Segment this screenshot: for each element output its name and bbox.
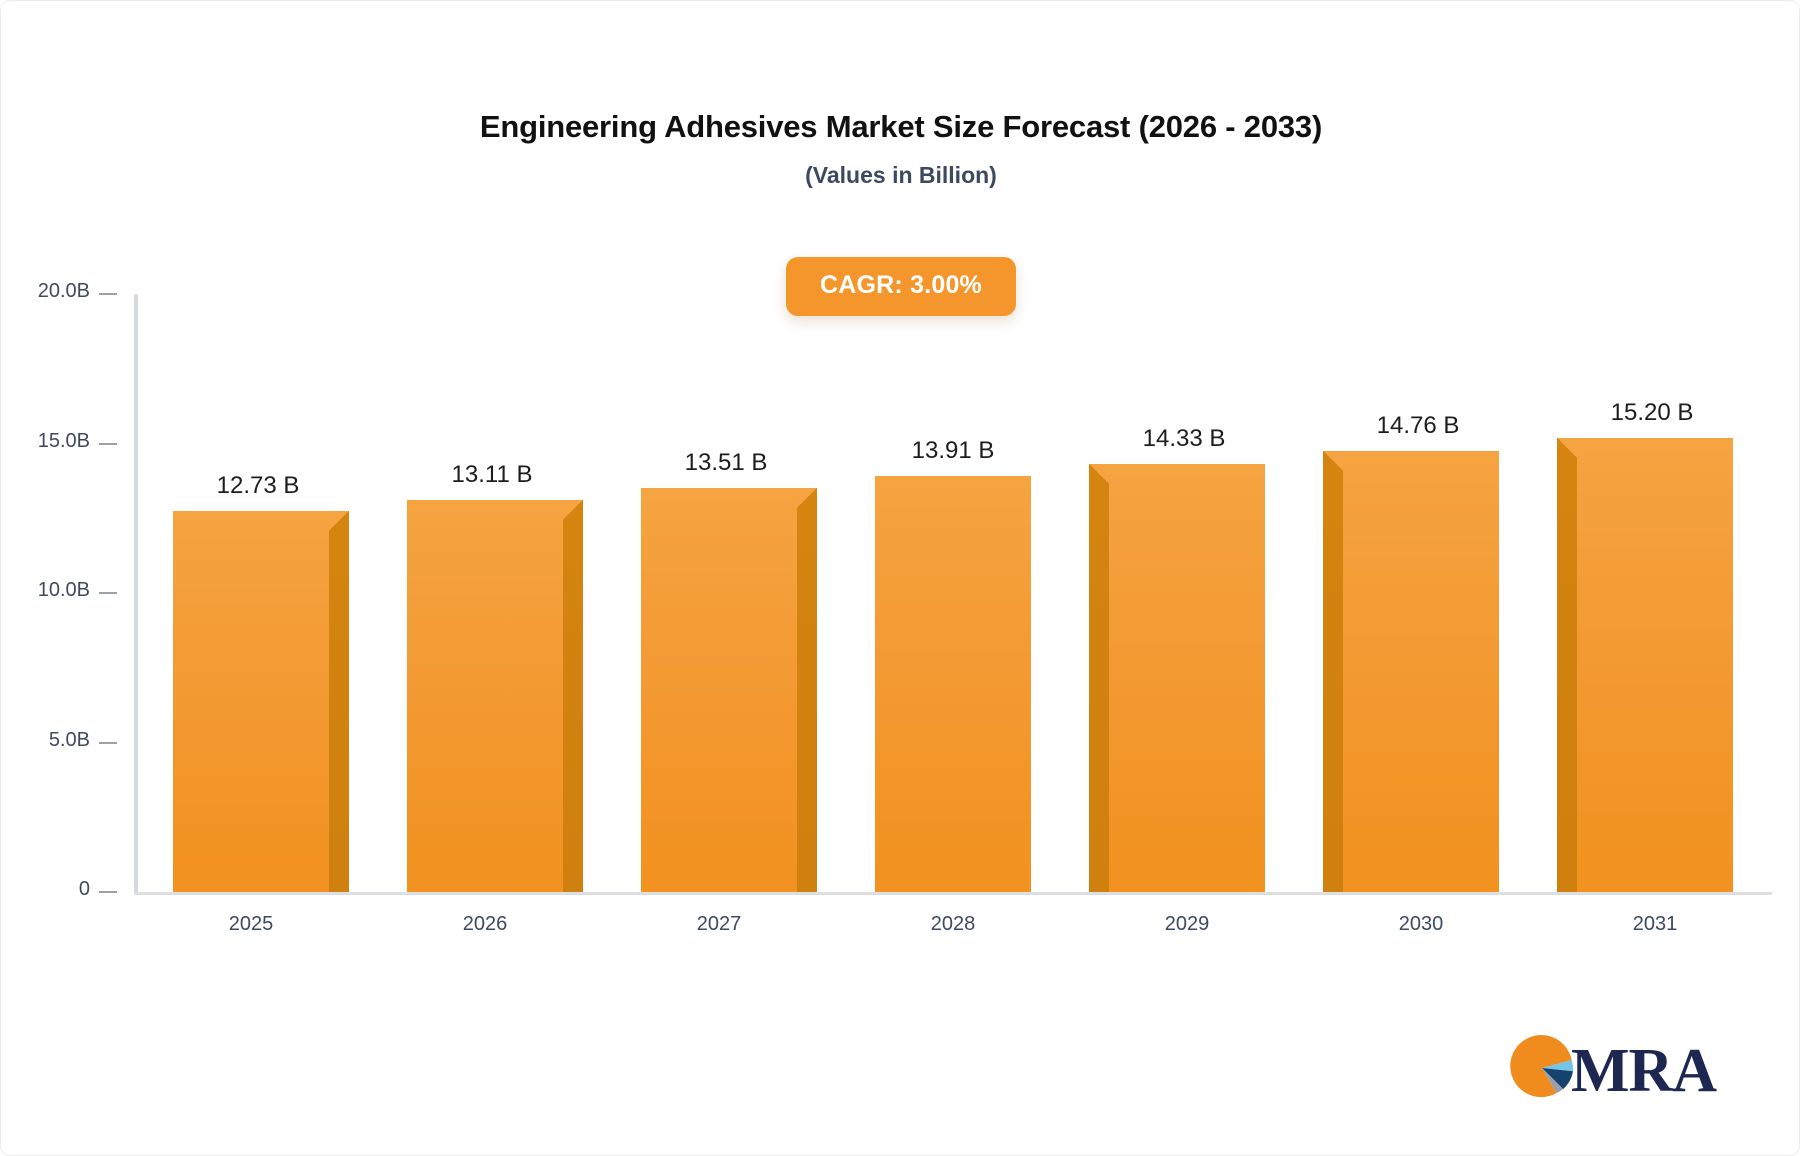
bar-side-face	[797, 508, 817, 892]
y-axis-tick-mark	[99, 442, 117, 445]
bar-top-bevel	[1089, 463, 1109, 484]
bar[interactable]: 14.33 B	[1089, 425, 1265, 892]
bar-front-face	[1109, 463, 1265, 892]
x-axis-spine	[134, 892, 1772, 895]
bar-slot: 15.20 B	[1557, 294, 1733, 892]
bar-value-label: 13.11 B	[451, 461, 533, 489]
bar[interactable]: 14.76 B	[1323, 412, 1499, 892]
cagr-badge-container: CAGR: 3.00%	[1, 257, 1799, 316]
bar-slot: 14.76 B	[1323, 294, 1499, 892]
bar-slot: 13.91 B	[875, 294, 1031, 892]
pie-chart-mark-icon	[1509, 1035, 1575, 1106]
bar[interactable]: 12.73 B	[173, 472, 349, 892]
x-axis-tick-label: 2025	[228, 913, 274, 935]
chart-subtitle: (Values in Billion)	[805, 161, 997, 188]
bar[interactable]: 13.11 B	[407, 461, 583, 892]
brand-logo: MRA	[1509, 1035, 1717, 1106]
bar-top-bevel	[329, 511, 349, 532]
bar[interactable]: 13.51 B	[641, 449, 817, 892]
x-axis-tick-label: 2027	[696, 913, 742, 935]
bar-slot: 13.11 B	[407, 294, 583, 892]
bar[interactable]: 13.91 B	[875, 437, 1031, 892]
bar[interactable]: 15.20 B	[1557, 399, 1733, 892]
logo-wordmark: MRA	[1571, 1036, 1717, 1105]
y-axis-tick-label: 20.0B	[37, 280, 90, 302]
bar-slot: 13.51 B	[641, 294, 817, 892]
x-axis-tick-label: 2026	[462, 913, 508, 935]
y-axis-tick-label: 0	[78, 878, 90, 900]
bar-side-face	[1557, 457, 1577, 892]
x-axis-tick-label: 2030	[1398, 913, 1444, 935]
y-axis-tick-mark	[99, 592, 117, 594]
bar-top-bevel	[797, 488, 817, 509]
bar-top-bevel	[1557, 437, 1577, 458]
bar-side-face	[329, 531, 349, 892]
bar-side-face	[1089, 483, 1109, 892]
bar-front-face	[641, 488, 797, 892]
y-axis-tick-mark	[99, 741, 117, 744]
x-axis-tick-label: 2028	[930, 913, 976, 935]
bar-side-face	[1323, 470, 1343, 892]
bar-front-face	[875, 476, 1031, 892]
y-axis-tick-mark	[99, 293, 117, 295]
bar-slot: 12.73 B	[173, 294, 349, 892]
bar-value-label: 12.73 B	[216, 472, 300, 500]
bar-value-label: 14.76 B	[1376, 411, 1460, 439]
cagr-badge[interactable]: CAGR: 3.00%	[786, 257, 1016, 316]
bar-front-face	[1577, 437, 1733, 892]
bar-front-face	[407, 500, 563, 892]
bar-value-label: 13.91 B	[911, 437, 995, 465]
x-axis-tick-label: 2029	[1164, 913, 1210, 935]
bar-top-bevel	[563, 500, 583, 521]
bar-front-face	[1343, 450, 1499, 892]
y-axis-tick-label: 15.0B	[37, 429, 90, 452]
bar-value-label: 15.20 B	[1610, 398, 1694, 426]
bar-series: 12.73 B 13.11 B 13.51 B 13.91 B 14.33 B 14.76…	[134, 294, 1772, 892]
bar-side-face	[563, 520, 583, 892]
y-axis-tick-label: 10.0B	[37, 579, 90, 601]
y-axis-tick-mark	[99, 891, 117, 893]
y-axis-spine	[134, 294, 138, 894]
bar-front-face	[173, 511, 329, 892]
bar-value-label: 13.51 B	[684, 449, 768, 477]
bar-value-label: 14.33 B	[1142, 424, 1226, 452]
x-axis-tick-label: 2031	[1632, 913, 1678, 935]
bar-slot: 14.33 B	[1089, 294, 1265, 892]
chart-header: Engineering Adhesives Market Size Foreca…	[1, 109, 1799, 189]
bar-top-bevel	[1323, 450, 1343, 471]
page-title: Engineering Adhesives Market Size Foreca…	[479, 109, 1323, 144]
y-axis-tick-label: 5.0B	[48, 728, 90, 751]
